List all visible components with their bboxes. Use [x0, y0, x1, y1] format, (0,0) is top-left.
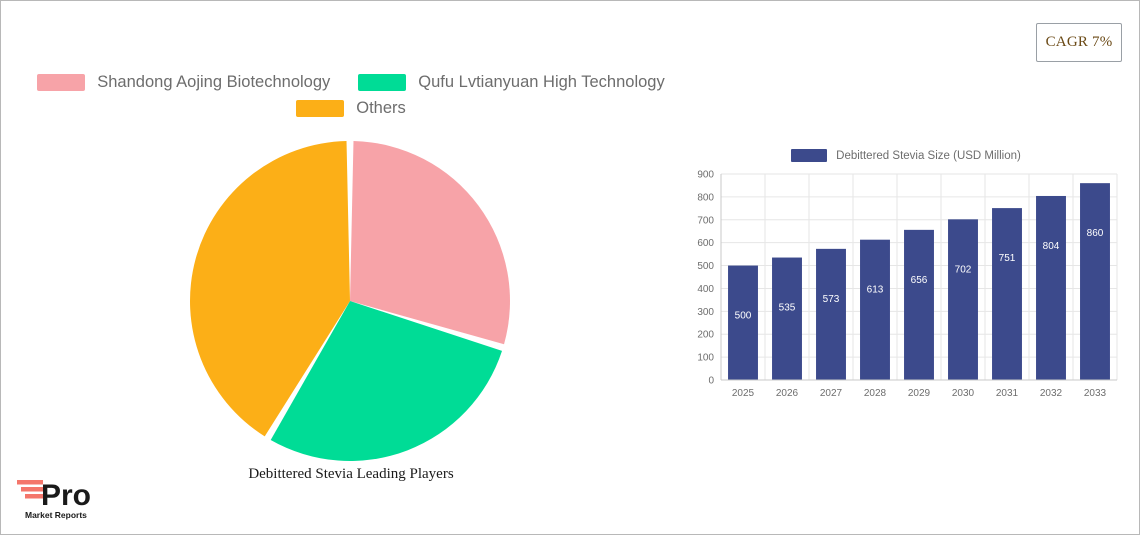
pie-legend: Shandong Aojing Biotechnology Qufu Lvtia… — [1, 73, 701, 125]
bar-rect[interactable] — [772, 257, 802, 380]
pie-slice[interactable] — [190, 141, 350, 437]
bar-rect[interactable] — [816, 248, 846, 380]
pie-slice-group — [190, 141, 510, 462]
bar-chart-svg: 0 100 200 300 400 500 600 700 800 900 500 535 573 61… — [697, 170, 1118, 399]
logo-stripe — [21, 487, 43, 492]
pie-chart — [189, 140, 511, 462]
logo-stripes-icon — [17, 480, 43, 499]
pie-legend-item-2[interactable]: Others — [296, 99, 406, 118]
bar-data-label: 500 — [735, 311, 752, 322]
bar-data-label: 573 — [823, 294, 840, 305]
pie-slice[interactable] — [350, 141, 510, 345]
bar-rect[interactable] — [728, 265, 758, 380]
bar-legend-item-0[interactable]: Debittered Stevia Size (USD Million) — [791, 149, 1021, 162]
pie-legend-swatch-icon-2 — [296, 100, 345, 117]
cagr-badge: CAGR 7% — [1036, 23, 1122, 62]
bar-data-label: 535 — [779, 303, 796, 314]
bar-rect[interactable] — [1080, 183, 1110, 380]
bar-y-axis-ticks: 0 100 200 300 400 500 600 700 800 900 — [697, 170, 714, 387]
bar-data-label: 860 — [1087, 228, 1104, 239]
bar-x-tick-label: 2030 — [952, 388, 975, 399]
bar-x-tick-label: 2031 — [996, 388, 1019, 399]
pie-legend-row-2: Others — [1, 99, 701, 118]
bar-rect[interactable] — [948, 219, 978, 380]
pie-chart-svg — [190, 141, 510, 462]
bar-y-tick-label: 0 — [708, 376, 714, 387]
bar-chart-legend: Debittered Stevia Size (USD Million) — [683, 149, 1129, 162]
pie-legend-swatch-icon-0 — [37, 74, 86, 91]
bar-x-tick-label: 2028 — [864, 388, 887, 399]
bar-chart-panel: Debittered Stevia Size (USD Million) 0 10… — [683, 144, 1129, 412]
bar-data-label: 702 — [955, 264, 972, 275]
bar-data-label: 656 — [911, 275, 928, 286]
bar-chart-plot: 0 100 200 300 400 500 600 700 800 900 500 535 573 61… — [683, 166, 1129, 412]
logo-wordmark: Pro — [41, 479, 91, 512]
bar-x-tick-label: 2033 — [1084, 388, 1107, 399]
bar-y-tick-label: 400 — [697, 284, 714, 295]
bar-data-label: 751 — [999, 253, 1016, 264]
bar-data-label: 613 — [867, 285, 884, 296]
pro-market-reports-logo: Pro Market Reports — [15, 475, 115, 525]
bar-y-tick-label: 100 — [697, 353, 714, 364]
bar-y-tick-label: 300 — [697, 307, 714, 318]
cagr-badge-label: CAGR 7% — [1045, 34, 1113, 50]
bar-y-tick-label: 900 — [697, 170, 714, 181]
logo-tagline: Market Reports — [25, 510, 87, 520]
bar-data-label: 804 — [1043, 241, 1060, 252]
pie-legend-label-0: Shandong Aojing Biotechnology — [97, 73, 331, 91]
bar-y-tick-label: 700 — [697, 215, 714, 226]
pie-chart-title: Debittered Stevia Leading Players — [248, 466, 454, 482]
bar-x-tick-label: 2025 — [732, 388, 755, 399]
bar-rect[interactable] — [992, 208, 1022, 380]
bar-x-axis-ticks: 2025 2026 2027 2028 2029 2030 2031 2032 2033 — [721, 379, 1117, 399]
bar-y-tick-label: 600 — [697, 238, 714, 249]
bar-rect[interactable] — [1036, 195, 1066, 380]
logo-stripe — [17, 480, 43, 485]
pie-legend-row-1: Shandong Aojing Biotechnology Qufu Lvtia… — [1, 73, 701, 92]
bar-series-group: 500 535 573 613 656 702 751 804 860 — [728, 183, 1110, 380]
bar-x-tick-label: 2026 — [776, 388, 799, 399]
pie-legend-label-1: Qufu Lvtianyuan High Technology — [418, 73, 665, 91]
bar-legend-swatch-icon — [791, 149, 828, 162]
pie-legend-swatch-icon-1 — [358, 74, 407, 91]
logo-svg: Pro Market Reports — [17, 479, 91, 520]
pie-legend-item-0[interactable]: Shandong Aojing Biotechnology — [37, 73, 330, 92]
bar-x-tick-label: 2029 — [908, 388, 931, 399]
logo-stripe — [25, 494, 43, 499]
bar-y-tick-label: 800 — [697, 192, 714, 203]
bar-rect[interactable] — [904, 229, 934, 380]
bar-legend-label: Debittered Stevia Size (USD Million) — [836, 149, 1021, 162]
pie-legend-item-1[interactable]: Qufu Lvtianyuan High Technology — [358, 73, 665, 92]
pie-slice[interactable] — [270, 301, 503, 462]
bar-y-tick-label: 200 — [697, 330, 714, 341]
bar-x-tick-label: 2027 — [820, 388, 843, 399]
bar-x-tick-label: 2032 — [1040, 388, 1063, 399]
bar-y-tick-label: 500 — [697, 261, 714, 272]
bar-rect[interactable] — [860, 239, 890, 380]
pie-legend-label-2: Others — [356, 99, 406, 117]
